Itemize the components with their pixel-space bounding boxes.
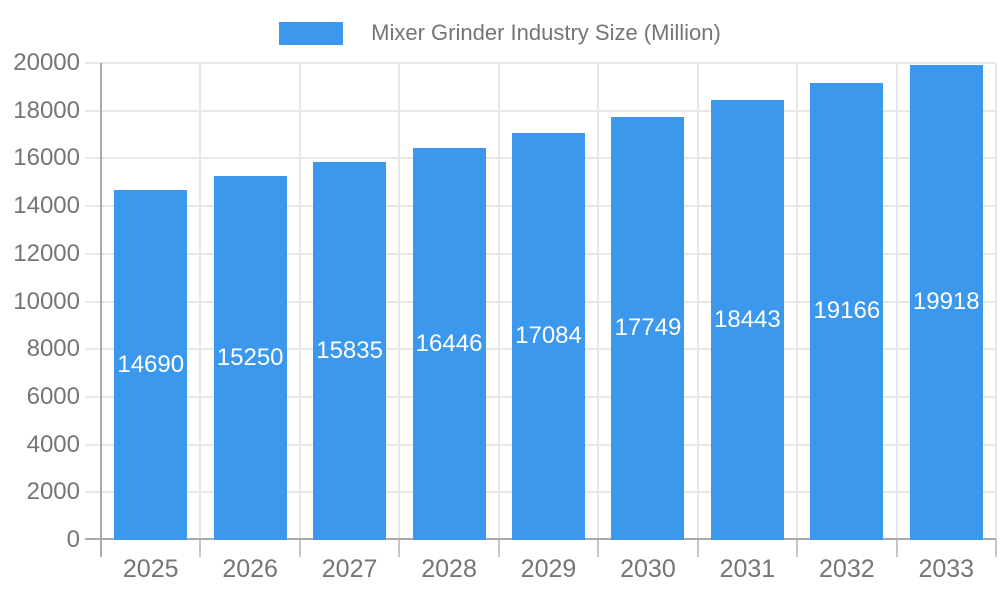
- y-axis-label: 2000: [26, 478, 80, 506]
- x-axis-label: 2025: [122, 555, 179, 583]
- x-axis-label: 2029: [520, 555, 577, 583]
- y-gridline: [85, 62, 996, 64]
- bar-2026[interactable]: [213, 176, 287, 540]
- y-gridline: [85, 109, 996, 112]
- y-axis-label: 12000: [13, 239, 80, 267]
- bar-2025[interactable]: [114, 189, 188, 540]
- y-axis-label: 0: [66, 526, 80, 553]
- x-axis-label: 2032: [819, 555, 875, 583]
- x-tick: [796, 540, 799, 557]
- bar-value-label: 17749: [614, 314, 682, 342]
- x-gridline: [597, 63, 600, 557]
- x-tick: [398, 540, 401, 557]
- bar-2032[interactable]: [810, 82, 884, 540]
- x-gridline: [796, 63, 799, 557]
- y-axis-label: 4000: [26, 430, 80, 458]
- y-axis-label: 16000: [13, 144, 80, 172]
- x-axis-label: 2030: [620, 555, 676, 583]
- x-gridline: [497, 63, 500, 557]
- x-axis-label: 2028: [421, 555, 477, 583]
- x-gridline: [696, 63, 699, 557]
- x-tick: [199, 540, 202, 557]
- bar-2029[interactable]: [512, 132, 585, 540]
- y-axis-label: 10000: [13, 287, 80, 315]
- legend: Mixer Grinder Industry Size (Million): [0, 19, 1000, 47]
- bar-2033[interactable]: [909, 64, 983, 540]
- bar-2030[interactable]: [611, 116, 685, 540]
- bar-value-label: 15250: [216, 344, 284, 372]
- y-axis-label: 18000: [13, 96, 80, 124]
- bar-value-label: 18443: [714, 306, 781, 334]
- x-tick: [995, 540, 997, 557]
- y-axis-label: 14000: [13, 192, 80, 220]
- x-tick: [597, 540, 600, 557]
- plot-area: 0 2000 4000 6000 8000 10000 12000 14000 16000 180…: [13, 49, 997, 583]
- y-axis-line: [100, 63, 102, 557]
- bar-value-label: 15835: [316, 337, 383, 365]
- bar-value-label: 17084: [515, 322, 582, 350]
- x-gridline: [995, 63, 997, 557]
- bar-2027[interactable]: [313, 162, 387, 540]
- bar-value-label: 19918: [912, 288, 980, 316]
- x-gridline: [895, 63, 898, 557]
- y-axis-label: 6000: [26, 382, 80, 410]
- x-tick: [497, 540, 500, 557]
- x-axis-label: 2033: [918, 555, 975, 583]
- bar-2028[interactable]: [412, 147, 486, 540]
- x-axis-label: 2031: [719, 555, 776, 583]
- y-axis-label: 20000: [13, 49, 80, 76]
- x-gridline: [298, 63, 301, 557]
- bar-value-label: 14690: [117, 350, 185, 378]
- y-axis-label: 8000: [26, 335, 80, 363]
- x-tick: [696, 540, 699, 557]
- legend-swatch: [279, 21, 344, 45]
- bar-value-label: 16446: [415, 329, 483, 357]
- bar-value-label: 19166: [813, 297, 881, 325]
- x-axis-label: 2027: [321, 555, 378, 583]
- x-gridline: [199, 63, 202, 557]
- legend-label: Mixer Grinder Industry Size (Million): [371, 20, 721, 45]
- x-gridline: [398, 63, 401, 557]
- x-tick: [895, 540, 898, 557]
- bar-2031[interactable]: [710, 100, 784, 540]
- x-axis-label: 2026: [222, 555, 278, 583]
- x-tick: [298, 540, 301, 557]
